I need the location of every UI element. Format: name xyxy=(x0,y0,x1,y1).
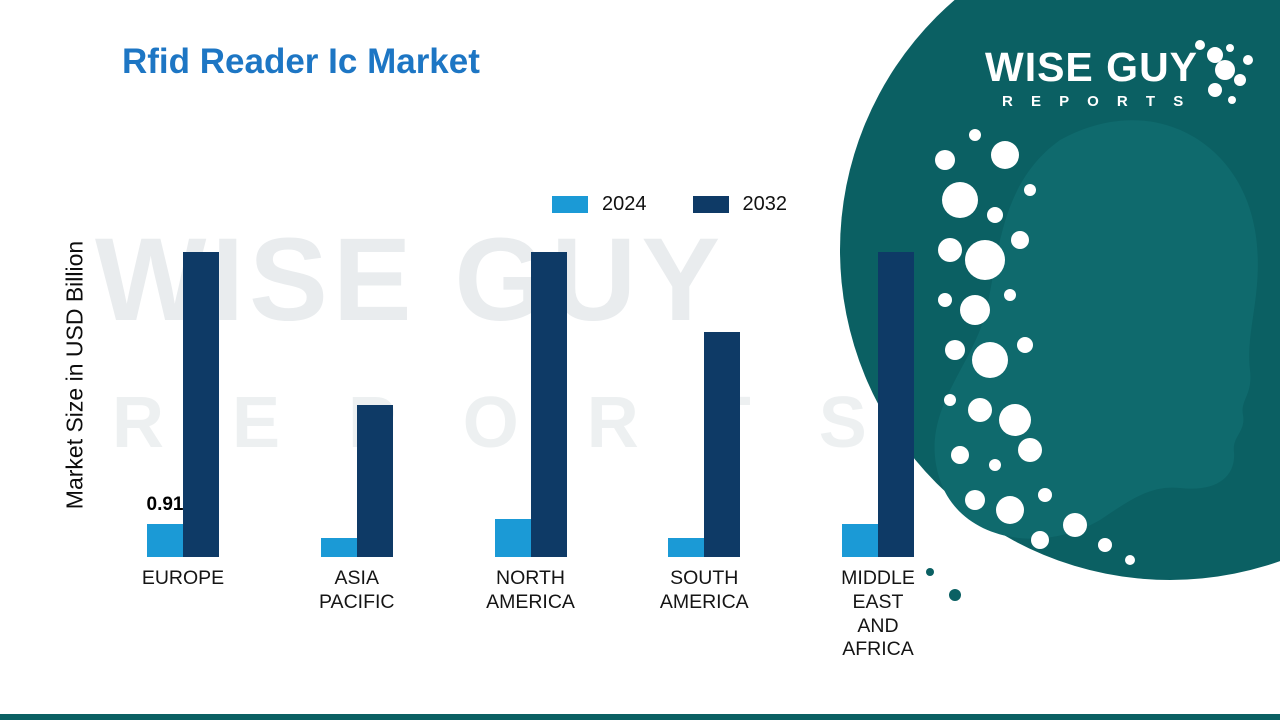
category-label: SOUTH AMERICA xyxy=(659,567,749,613)
bar-2032-north-america xyxy=(530,252,567,557)
legend-label-2032: 2032 xyxy=(742,193,788,215)
bar-2024-middle-east-and-africa xyxy=(842,524,878,557)
legend-item-2032: 2032 xyxy=(692,193,788,216)
bar-wrapper xyxy=(183,252,219,557)
bar-2032-middle-east-and-africa xyxy=(878,252,914,557)
legend-swatch-2032 xyxy=(692,196,729,213)
chart-legend: 2024 2032 xyxy=(552,193,787,216)
y-axis-label: Market Size in USD Billion xyxy=(61,240,88,510)
bar-2024-europe xyxy=(147,524,183,557)
bar-2032-europe xyxy=(183,252,219,557)
category-label: ASIA PACIFIC xyxy=(319,567,395,613)
bar-wrapper xyxy=(704,332,741,557)
bar-group-south-america: SOUTH AMERICA xyxy=(624,237,784,673)
bar-group-north-america: NORTH AMERICA xyxy=(451,237,611,673)
bar-wrapper: 0.91 xyxy=(147,494,183,557)
category-label: NORTH AMERICA xyxy=(486,567,575,613)
legend-swatch-2024 xyxy=(552,196,588,213)
category-label: EUROPE xyxy=(141,567,225,589)
bar-wrapper xyxy=(842,524,878,557)
bars-row: 0.91 xyxy=(147,237,219,557)
bar-2032-south-america xyxy=(704,332,741,557)
bar-wrapper xyxy=(320,538,357,557)
category-label: MIDDLE EAST AND AFRICA xyxy=(841,567,915,661)
legend-item-2024: 2024 xyxy=(552,193,647,216)
logo-reports-text: R E P O R T S xyxy=(1002,93,1191,110)
bar-2032-asia-pacific xyxy=(356,405,393,557)
bar-wrapper xyxy=(668,538,705,557)
bar-wrapper xyxy=(356,405,393,557)
bar-2024-north-america xyxy=(494,519,531,557)
bar-wrapper xyxy=(878,252,914,557)
bars-row xyxy=(320,237,393,557)
chart-plot-area: 0.91 EUROPE ASIA PACIFIC NORTH AMERICA SOUTH AM… xyxy=(103,237,958,673)
bar-group-asia-pacific: ASIA PACIFIC xyxy=(277,237,437,673)
bar-group-europe: 0.91 EUROPE xyxy=(103,237,263,673)
bar-group-middle-east-and-africa: MIDDLE EAST AND AFRICA xyxy=(798,237,958,673)
bar-wrapper xyxy=(494,519,531,557)
bar-value-label: 0.91 xyxy=(146,494,184,515)
face-profile-shape xyxy=(934,120,1258,539)
bar-2024-asia-pacific xyxy=(320,538,357,557)
bottom-accent-strip xyxy=(0,714,1280,720)
page-title: Rfid Reader Ic Market xyxy=(122,42,480,81)
logo-brand-text: WISE GUY xyxy=(985,44,1199,90)
bars-row xyxy=(494,237,567,557)
dot-cluster xyxy=(935,129,1135,565)
legend-label-2024: 2024 xyxy=(602,193,647,215)
watermark-reports-text: R E P O R T S xyxy=(112,383,891,463)
bar-2024-south-america xyxy=(668,538,705,557)
bars-row xyxy=(842,237,914,557)
logo-mini-face-dots xyxy=(1195,40,1253,104)
bar-wrapper xyxy=(530,252,567,557)
bars-row xyxy=(668,237,741,557)
